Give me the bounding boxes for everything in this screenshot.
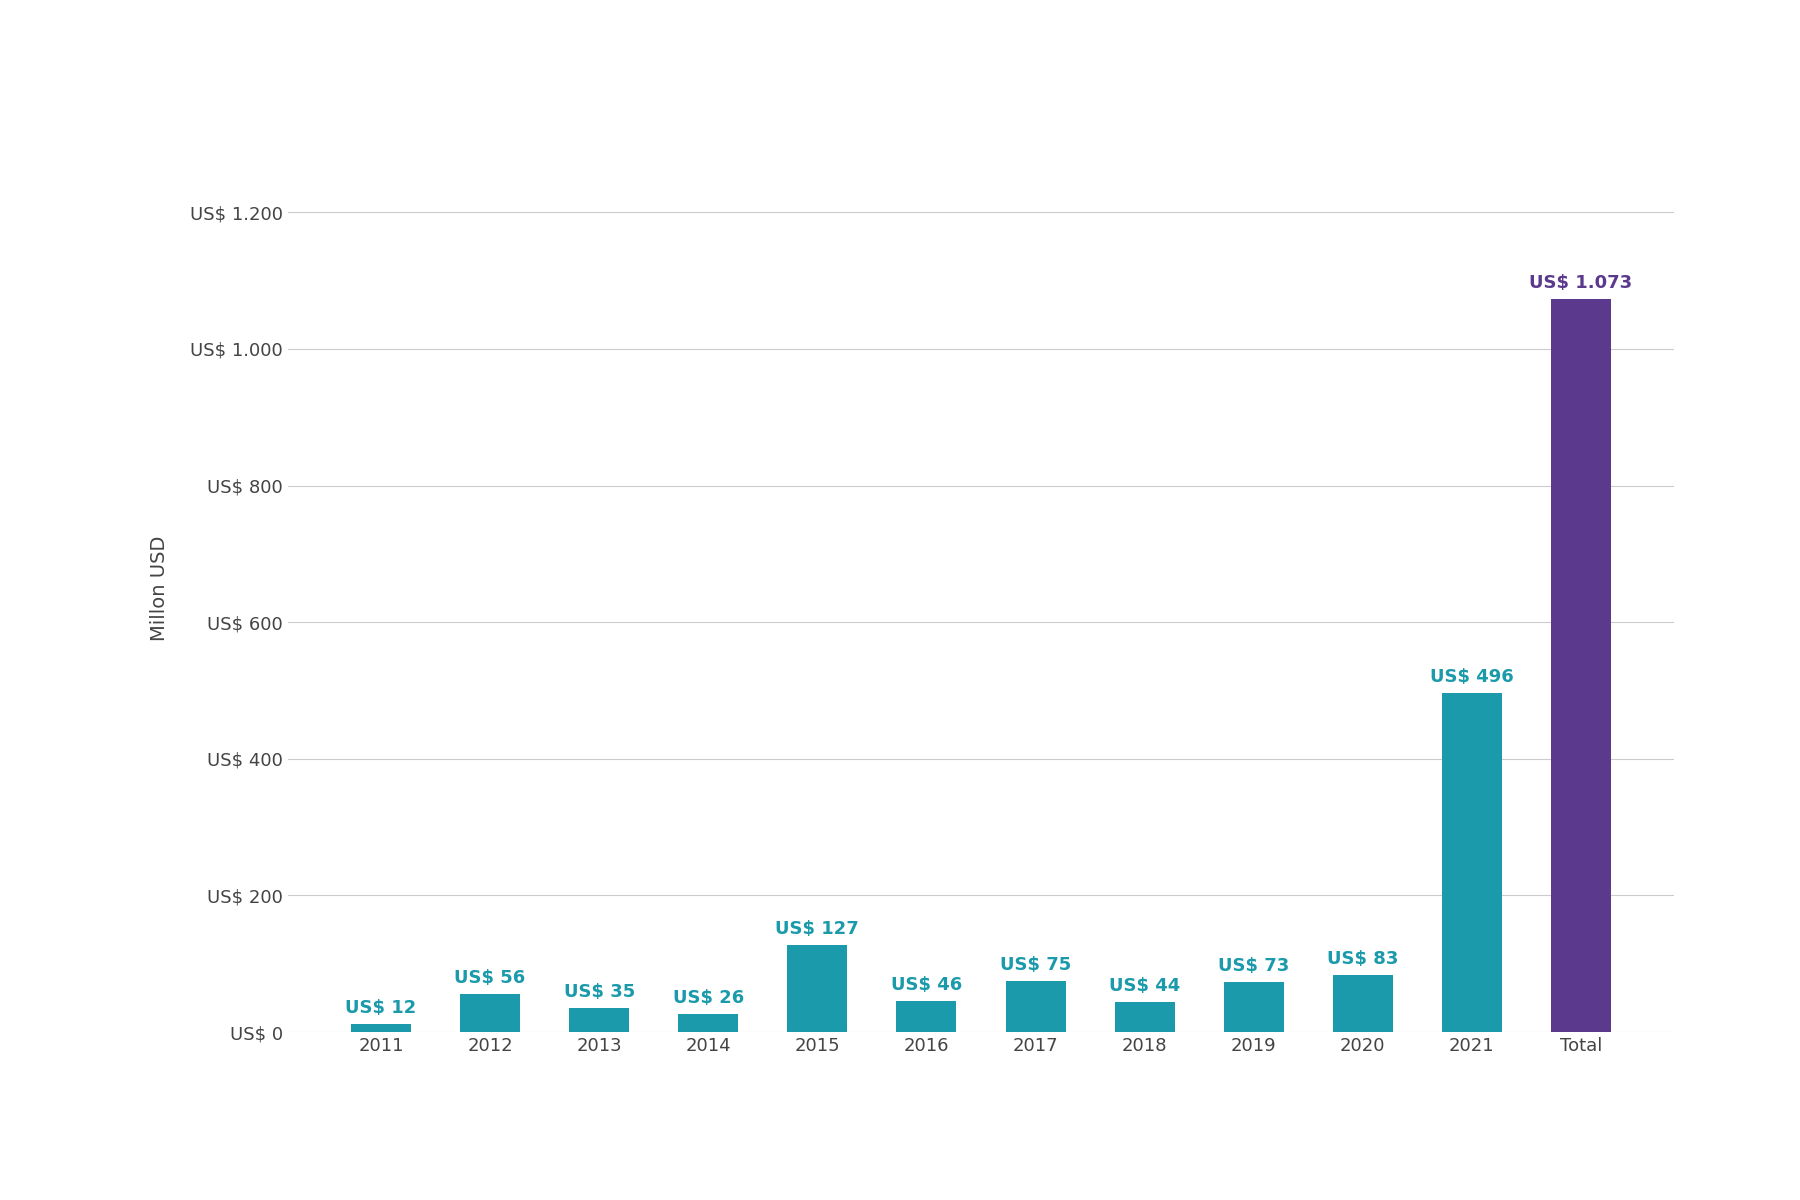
Bar: [1332, 976, 1393, 1032]
Text: US$ 1.073: US$ 1.073: [1530, 275, 1633, 293]
Bar: [569, 1008, 630, 1032]
Text: US$ 56: US$ 56: [454, 968, 526, 986]
Bar: [787, 946, 848, 1032]
Bar: [351, 1024, 410, 1032]
Bar: [1442, 694, 1501, 1032]
Bar: [896, 1001, 956, 1032]
Text: US$ 75: US$ 75: [1001, 956, 1071, 974]
Bar: [461, 994, 520, 1032]
Text: US$ 46: US$ 46: [891, 976, 961, 994]
Bar: [1006, 980, 1066, 1032]
Text: US$ 26: US$ 26: [673, 990, 743, 1008]
Text: US$ 73: US$ 73: [1219, 958, 1289, 976]
Bar: [1224, 982, 1283, 1032]
Text: US$ 496: US$ 496: [1429, 668, 1514, 686]
Bar: [679, 1014, 738, 1032]
Bar: [1552, 299, 1611, 1032]
Text: US$ 83: US$ 83: [1327, 950, 1399, 968]
Y-axis label: Millon USD: Millon USD: [151, 535, 169, 641]
Text: US$ 12: US$ 12: [346, 998, 416, 1016]
Text: US$ 35: US$ 35: [563, 983, 635, 1001]
Text: US$ 127: US$ 127: [776, 920, 859, 938]
Text: US$ 44: US$ 44: [1109, 977, 1181, 995]
Bar: [1114, 1002, 1175, 1032]
